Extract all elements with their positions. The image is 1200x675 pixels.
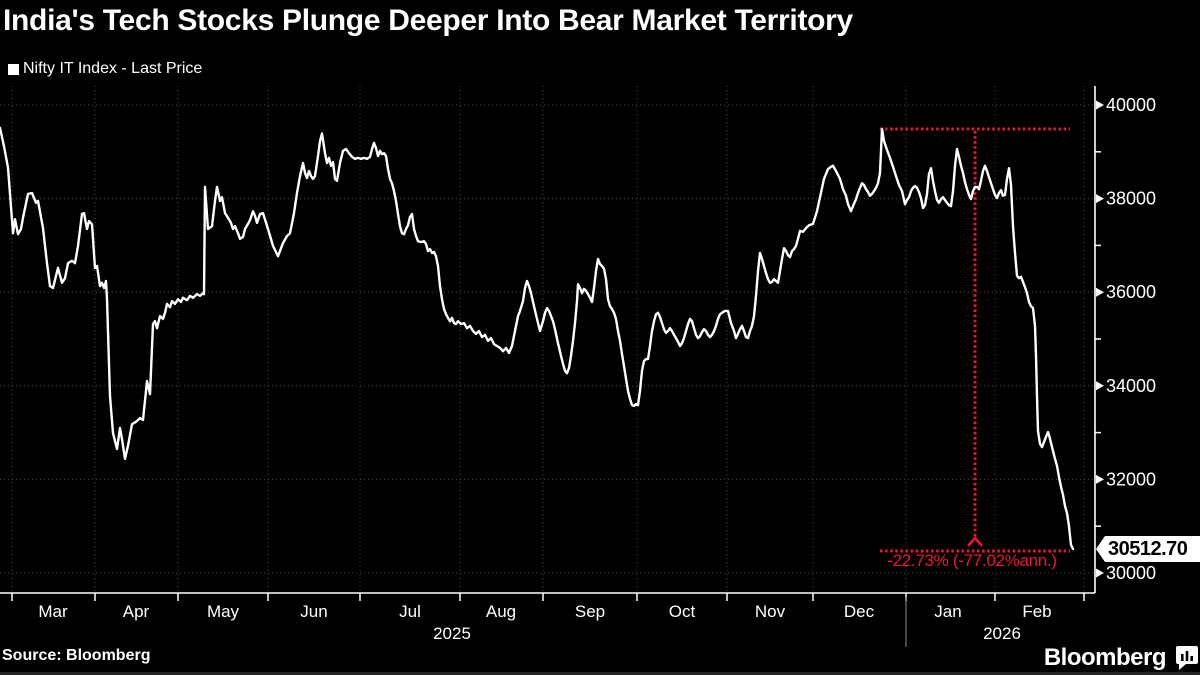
bloomberg-logo: Bloomberg <box>1044 644 1198 672</box>
x-axis-month-label: Sep <box>575 602 605 621</box>
x-axis-month-label: Aug <box>486 602 516 621</box>
annotation-arrowhead-icon <box>967 536 983 547</box>
y-tick-arrow-icon <box>1096 568 1104 578</box>
last-price-tag: 30512.70 <box>1096 536 1200 562</box>
x-axis-month-label: Jun <box>300 602 327 621</box>
y-axis-label: 36000 <box>1106 282 1156 302</box>
x-axis-month-label: Nov <box>755 602 786 621</box>
x-axis-month-label: Feb <box>1022 602 1051 621</box>
legend-label: Nifty IT Index - Last Price <box>23 60 203 77</box>
y-axis-label: 30000 <box>1106 563 1156 583</box>
legend-swatch-icon <box>8 63 19 75</box>
y-tick-arrow-icon <box>1096 381 1104 391</box>
source-credit: Source: Bloomberg <box>2 647 151 664</box>
y-axis-label: 34000 <box>1106 376 1156 396</box>
price-line <box>0 126 1075 551</box>
x-axis-month-label: Mar <box>38 602 68 621</box>
legend: Nifty IT Index - Last Price <box>8 60 202 78</box>
x-axis-year-label: 2025 <box>433 624 471 643</box>
bloomberg-bubble-chart-icon <box>1176 646 1198 670</box>
bloomberg-wordmark: Bloomberg <box>1043 644 1167 671</box>
y-axis-label: 38000 <box>1106 189 1156 209</box>
y-axis-label: 32000 <box>1106 469 1156 489</box>
x-axis-month-label: Apr <box>123 602 150 621</box>
x-axis-month-label: Dec <box>844 602 875 621</box>
x-axis-month-label: Oct <box>669 602 696 621</box>
x-axis-month-label: Jan <box>934 602 961 621</box>
y-tick-arrow-icon <box>1096 100 1104 110</box>
x-axis-month-label: May <box>207 602 240 621</box>
y-tick-arrow-icon <box>1096 474 1104 484</box>
x-axis-month-label: Jul <box>399 602 421 621</box>
y-axis-label: 40000 <box>1106 95 1156 115</box>
drop-annotation-label: -22.73% (-77.02%ann.) <box>887 551 1057 570</box>
x-axis-year-label: 2026 <box>983 624 1021 643</box>
bottom-divider <box>0 672 1200 675</box>
chart-title: India's Tech Stocks Plunge Deeper Into B… <box>3 4 853 37</box>
last-price-value: 30512.70 <box>1108 537 1188 560</box>
y-tick-arrow-icon <box>1096 287 1104 297</box>
y-tick-arrow-icon <box>1096 194 1104 204</box>
